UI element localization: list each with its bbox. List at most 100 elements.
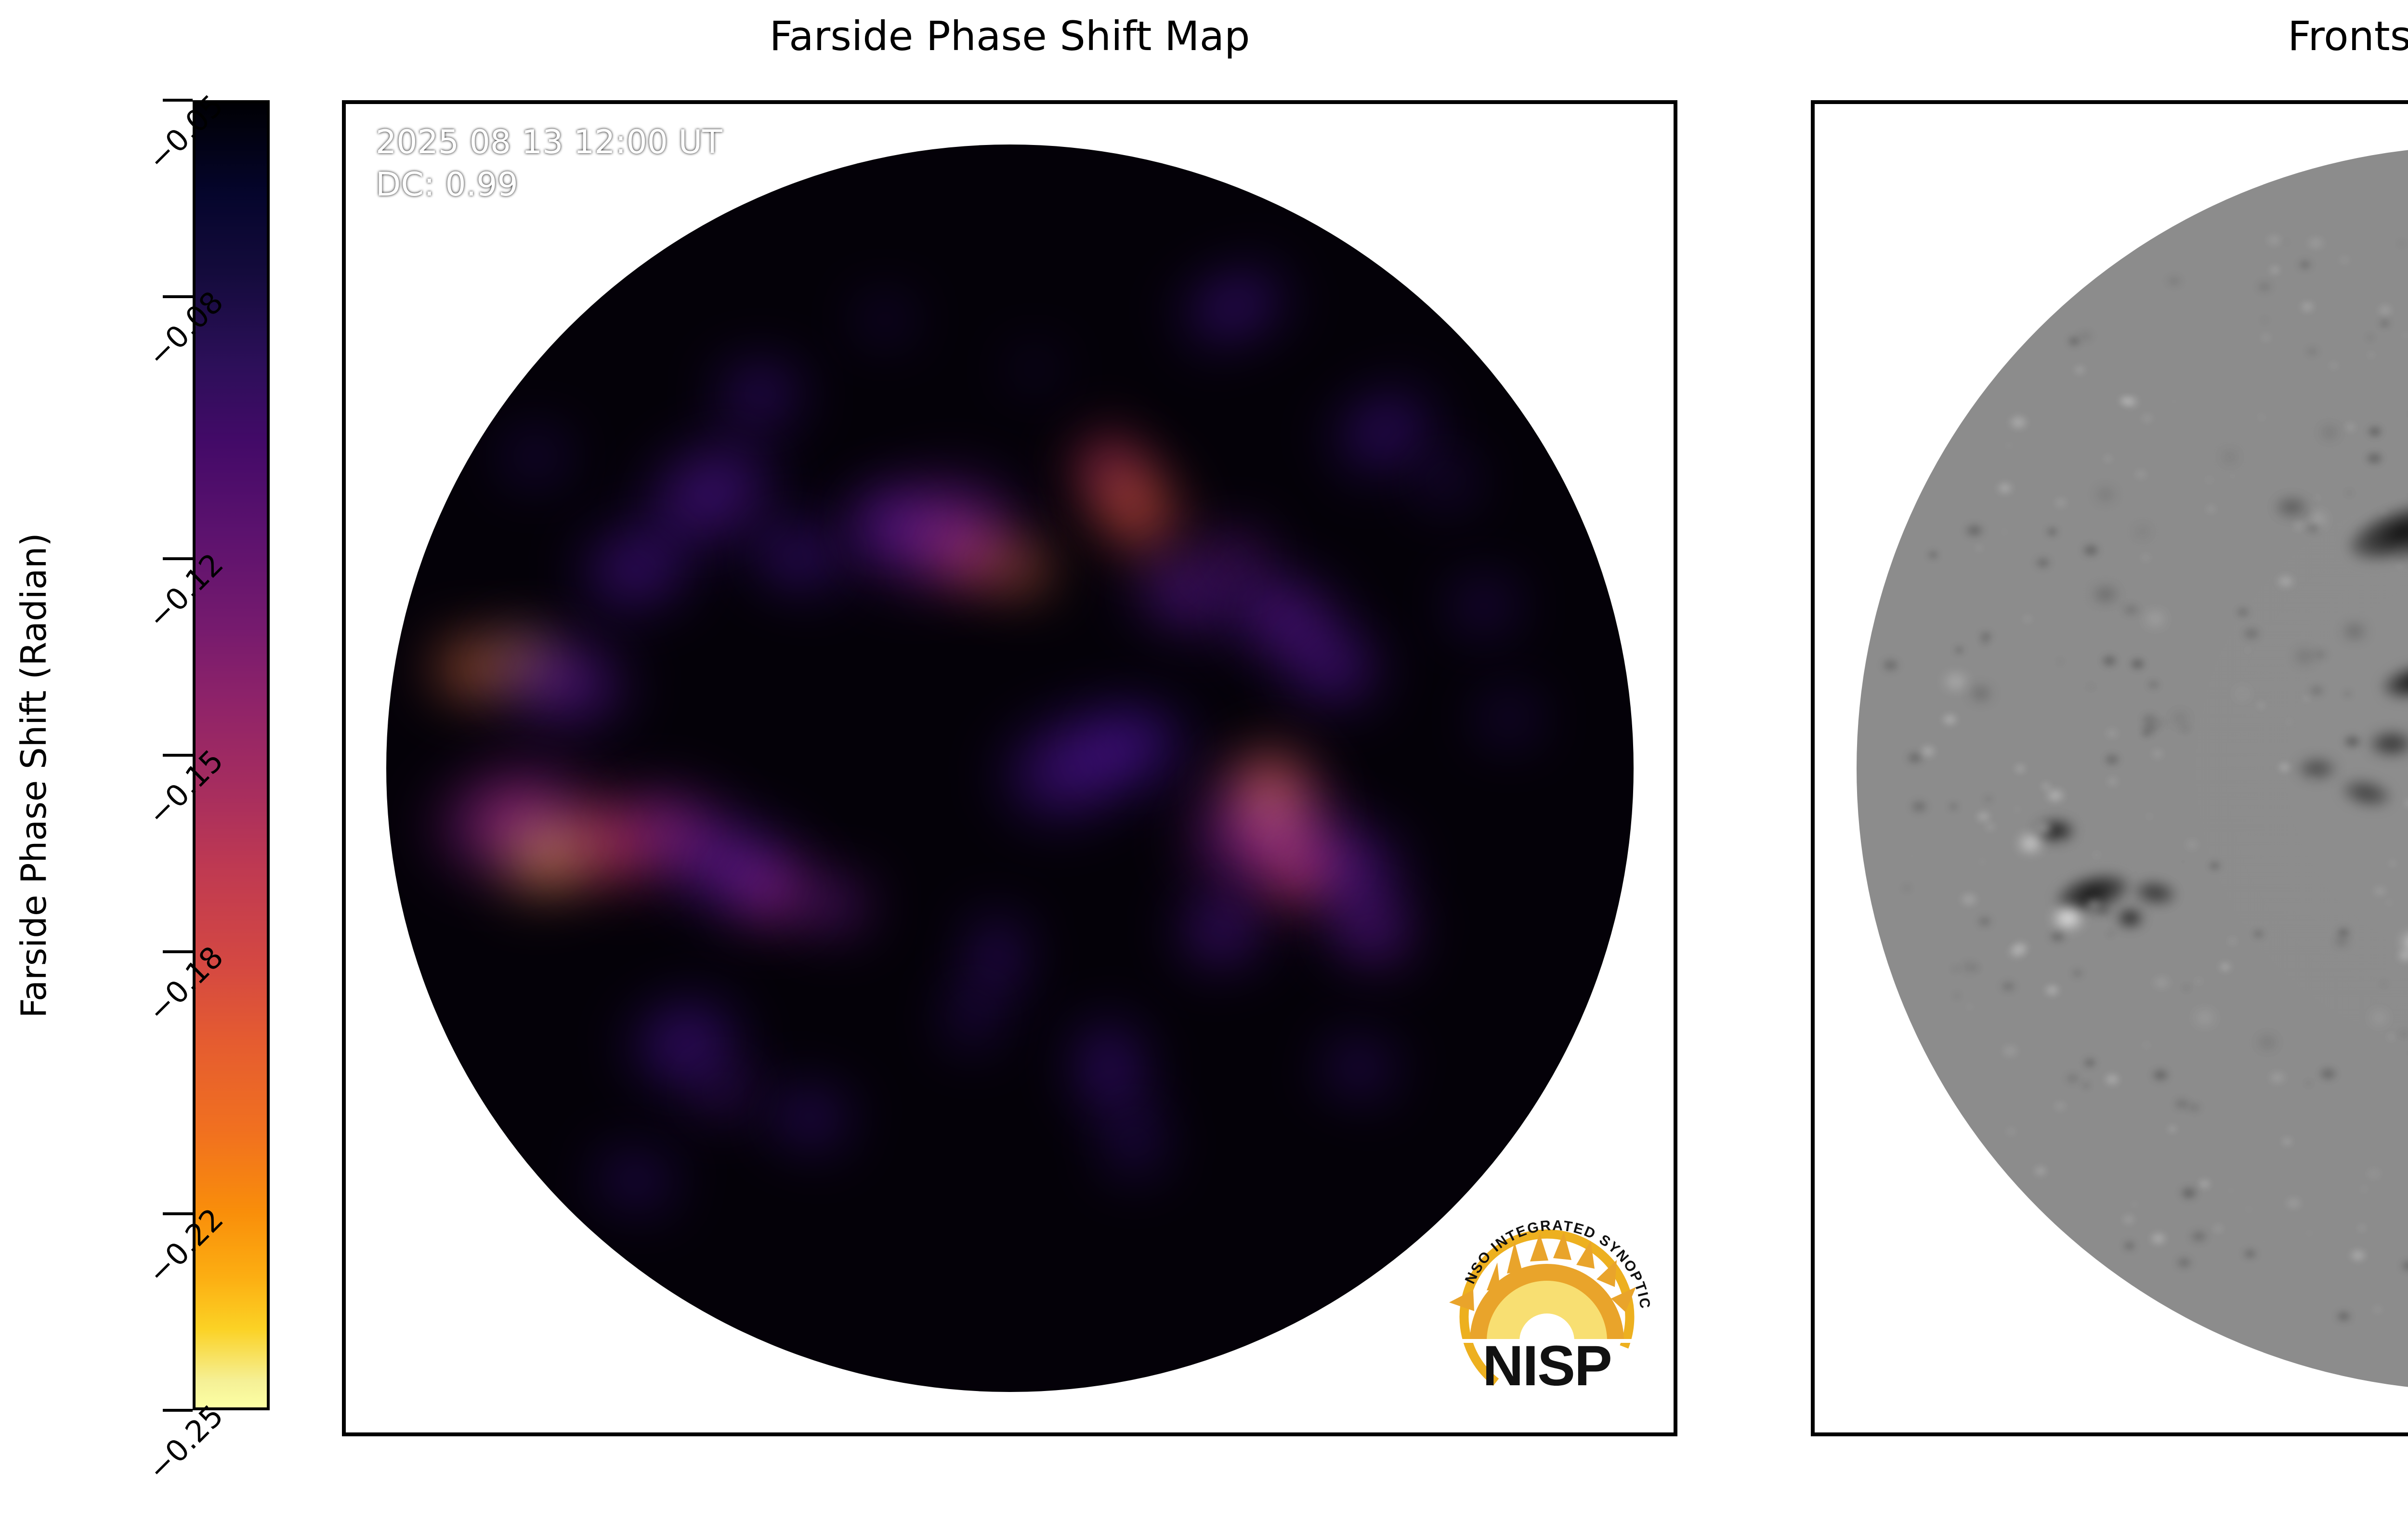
magnetogram-granulation-fleck <box>2139 712 2159 727</box>
magnetogram-granulation-fleck <box>2307 1232 2312 1235</box>
magnetogram-granulation-fleck <box>2365 451 2384 466</box>
svg-text:NISP: NISP <box>1482 1334 1611 1398</box>
magnetogram-granulation-fleck <box>2141 722 2159 735</box>
magnetogram-granulation-fleck <box>2015 808 2020 812</box>
magnetogram-granulation-fleck <box>2103 753 2121 766</box>
magnetogram-granulation-fleck <box>2398 241 2405 246</box>
magnetogram-granulation-fleck <box>2081 543 2100 557</box>
magnetogram-granulation-fleck <box>2397 565 2403 569</box>
magnetogram-granulation-fleck <box>2151 749 2164 759</box>
magnetogram-granulation-fleck <box>2243 1248 2257 1259</box>
magnetogram-granulation-fleck <box>2171 399 2177 404</box>
magnetogram-granulation-fleck <box>2336 1310 2352 1323</box>
magnetogram-granulation-fleck <box>2057 839 2065 844</box>
magnetogram-granulation-fleck <box>1974 966 1980 971</box>
magnetogram-positive-flux-feature <box>1944 673 1968 689</box>
magnetogram-granulation-fleck <box>2155 719 2167 728</box>
magnetogram-negative-flux-feature <box>2132 879 2178 907</box>
magnetogram-granulation-fleck <box>2247 1207 2251 1211</box>
magnetogram-granulation-fleck <box>2358 1225 2366 1231</box>
magnetogram-granulation-fleck <box>2367 335 2374 341</box>
magnetogram-granulation-fleck <box>2336 927 2351 938</box>
magnetogram-granulation-fleck <box>2122 1241 2136 1251</box>
magnetogram-granulation-fleck <box>2235 606 2251 618</box>
magnetogram-granulation-fleck <box>2179 725 2191 734</box>
panel-title-farside: Farside Phase Shift Map <box>769 13 1250 60</box>
magnetogram-positive-flux-feature <box>2195 1011 2215 1024</box>
magnetogram-granulation-fleck <box>2381 982 2387 986</box>
magnetogram-granulation-fleck <box>2360 1186 2368 1192</box>
magnetogram-granulation-fleck <box>2140 553 2152 562</box>
magnetogram-granulation-fleck <box>2304 522 2321 534</box>
magnetogram-granulation-fleck <box>2011 941 2030 956</box>
magnetogram-granulation-fleck <box>2302 696 2311 702</box>
magnetogram-granulation-fleck <box>2133 469 2147 480</box>
magnetogram-granulation-fleck <box>2006 945 2027 959</box>
magnetogram-negative-flux-feature <box>2379 659 2408 704</box>
magnetogram-positive-flux-feature <box>2402 933 2408 953</box>
magnetogram-granulation-fleck <box>2183 985 2190 990</box>
magnetogram-granulation-fleck <box>2365 1167 2383 1181</box>
magnetogram-granulation-fleck <box>2034 556 2052 569</box>
magnetogram-granulation-fleck <box>2005 1127 2017 1136</box>
farside-phase-shift-feature <box>1104 1104 1165 1181</box>
magnetogram-granulation-fleck <box>2284 240 2289 244</box>
magnetogram-granulation-fleck <box>2008 415 2029 431</box>
magnetogram-negative-flux-feature <box>2343 625 2365 639</box>
colorbar-tick-mark <box>163 295 193 298</box>
magnetogram-granulation-fleck <box>2033 820 2055 836</box>
farside-phase-shift-feature <box>740 509 856 603</box>
magnetogram-granulation-fleck <box>2093 903 2114 919</box>
magnetogram-granulation-fleck <box>1954 646 1964 654</box>
magnetogram-positive-flux-feature <box>2308 513 2326 525</box>
magnetogram-granulation-fleck <box>2033 1165 2048 1177</box>
magnetogram-granulation-fleck <box>2165 274 2183 288</box>
magnetogram-granulation-fleck <box>1881 658 1900 672</box>
farside-phase-shift-feature <box>1450 579 1518 633</box>
magnetogram-negative-flux-feature <box>2036 819 2075 842</box>
magnetogram-granulation-fleck <box>2297 259 2312 270</box>
magnetogram-granulation-fleck <box>2001 529 2009 535</box>
farside-phase-shift-feature <box>1479 694 1539 743</box>
magnetogram-negative-flux-feature <box>2093 586 2118 602</box>
magnetogram-granulation-fleck <box>1984 822 1996 831</box>
magnetogram-granulation-fleck <box>2303 512 2312 519</box>
magnetogram-granulation-fleck <box>2151 1067 2171 1082</box>
magnetogram-granulation-fleck <box>1952 967 1959 972</box>
magnetogram-granulation-fleck <box>2104 456 2112 462</box>
magnetogram-granulation-fleck <box>2405 799 2408 807</box>
magnetogram-granulation-fleck <box>2172 1097 2191 1111</box>
farside-duty-cycle: DC: 0.99 <box>376 166 518 204</box>
magnetogram-granulation-fleck <box>2195 978 2203 985</box>
colorbar-tick-mark <box>163 1409 193 1412</box>
magnetogram-granulation-fleck <box>2268 1070 2287 1085</box>
colorbar-tick-mark <box>163 1212 193 1215</box>
magnetogram-granulation-fleck <box>2083 1057 2097 1068</box>
magnetogram-granulation-fleck <box>2054 497 2068 508</box>
magnetogram-granulation-fleck <box>2208 861 2222 871</box>
magnetogram-granulation-fleck <box>2198 1179 2212 1189</box>
magnetogram-negative-flux-feature <box>2369 731 2408 756</box>
magnetogram-granulation-fleck <box>2070 968 2084 978</box>
colorbar-tick-mark <box>163 754 193 757</box>
magnetogram-granulation-fleck <box>2300 301 2315 313</box>
magnetogram-granulation-fleck <box>2084 897 2103 911</box>
magnetogram-granulation-fleck <box>2141 729 2152 737</box>
panel-frontside-mag-map[interactable]: NISP NSO INTEGRATED SYNOPTIC PROGRAM <box>1811 100 2408 1436</box>
magnetogram-granulation-fleck <box>2118 395 2132 406</box>
magnetogram-granulation-fleck <box>2262 1239 2266 1243</box>
panel-title-frontside: Frontside Mag Map <box>2288 13 2408 60</box>
colorbar-tick-mark <box>163 950 193 953</box>
magnetogram-granulation-fleck <box>2284 520 2289 525</box>
magnetogram-granulation-fleck <box>2310 776 2316 781</box>
magnetogram-granulation-fleck <box>1941 713 1958 726</box>
colorbar-tick-mark <box>163 557 193 560</box>
farside-phase-shift-feature <box>1076 701 1192 786</box>
magnetogram-granulation-fleck <box>2230 474 2235 478</box>
farside-phase-shift-feature <box>693 1068 753 1117</box>
magnetogram-granulation-fleck <box>2379 319 2390 328</box>
panel-farside-phase-shift-map[interactable]: 2025 08 13 12:00 UT DC: 0.99 <box>342 100 1677 1436</box>
magnetogram-granulation-fleck <box>2022 615 2033 623</box>
magnetogram-negative-flux-feature <box>2118 909 2143 927</box>
